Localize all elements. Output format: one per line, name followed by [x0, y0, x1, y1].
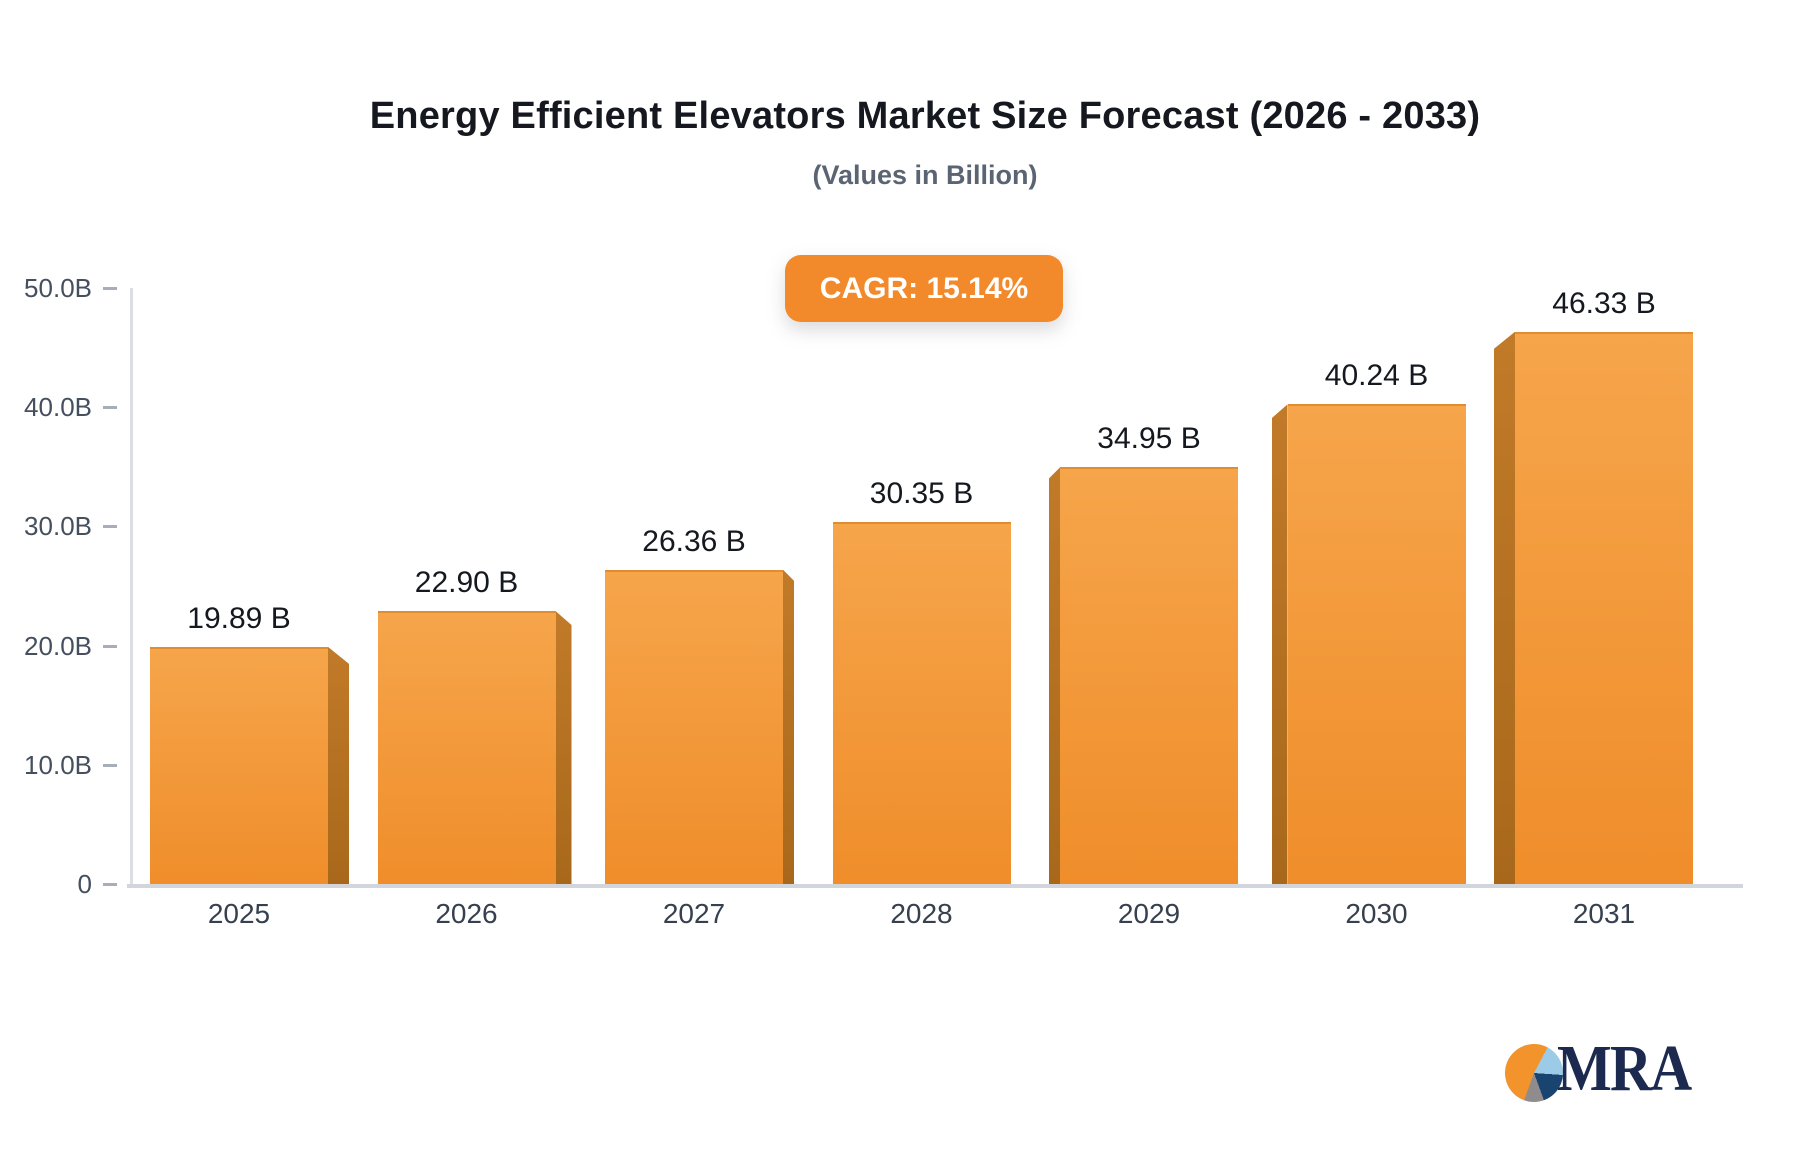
bar-2025	[150, 646, 328, 888]
bar-2026	[377, 611, 556, 888]
x-axis-label-2029: 2029	[1117, 898, 1181, 929]
bar-3d-side	[328, 646, 349, 886]
bar-value-label: 40.24 B	[1324, 359, 1429, 393]
y-axis-tick-mark	[103, 883, 117, 886]
y-axis-tick-label: 50.0B	[24, 273, 92, 303]
y-axis-tick-mark	[103, 763, 117, 767]
pie-chart-logo-icon	[1505, 1044, 1563, 1102]
bar-2029	[1060, 467, 1238, 888]
y-axis-tick-mark	[103, 287, 117, 290]
chart-subtitle: (Values in Billion)	[812, 160, 1038, 190]
x-axis-label-2026: 2026	[435, 898, 498, 929]
bar-2030	[1287, 404, 1466, 888]
y-axis-tick-mark	[103, 644, 117, 648]
bar-2031	[1515, 331, 1693, 888]
x-axis-label-2027: 2027	[662, 898, 726, 929]
x-axis-label-2025: 2025	[207, 898, 271, 929]
y-axis-tick-label: 20.0B	[24, 630, 92, 661]
bar-3d-side	[1494, 331, 1515, 886]
bar-value-label: 22.90 B	[414, 566, 519, 600]
bar-2027	[605, 569, 783, 888]
bar-value-label: 26.36 B	[642, 524, 746, 558]
y-axis-line	[130, 288, 133, 887]
y-axis-tick-label: 0	[77, 869, 92, 899]
y-axis-tick-mark	[103, 406, 117, 410]
x-axis-line	[127, 884, 1743, 888]
y-axis-tick-label: 40.0B	[24, 392, 92, 423]
bar-value-label: 19.89 B	[187, 601, 291, 635]
bar-3d-side	[1049, 467, 1060, 886]
mra-logo: MRA	[1505, 1036, 1745, 1106]
y-axis-tick-label: 10.0B	[24, 749, 92, 780]
x-axis-label-2031: 2031	[1572, 898, 1636, 929]
cagr-badge-label: CAGR: 15.14%	[819, 271, 1029, 305]
bar-value-label: 30.35 B	[869, 477, 974, 511]
y-axis-tick-label: 30.0B	[24, 511, 92, 542]
bar-2028	[832, 522, 1011, 888]
bar-value-label: 46.33 B	[1552, 286, 1656, 320]
bar-value-label: 34.95 B	[1097, 422, 1201, 456]
bar-3d-side	[783, 569, 794, 886]
x-axis-label-2028: 2028	[890, 898, 953, 929]
y-axis-tick-mark	[103, 525, 117, 529]
cagr-badge: CAGR: 15.14%	[785, 255, 1063, 322]
bar-3d-side	[555, 611, 572, 886]
x-axis-label-2030: 2030	[1345, 898, 1408, 929]
bar-3d-side	[1271, 404, 1288, 886]
logo-text: MRA	[1557, 1032, 1692, 1105]
chart-title: Energy Efficient Elevators Market Size F…	[369, 95, 1481, 137]
